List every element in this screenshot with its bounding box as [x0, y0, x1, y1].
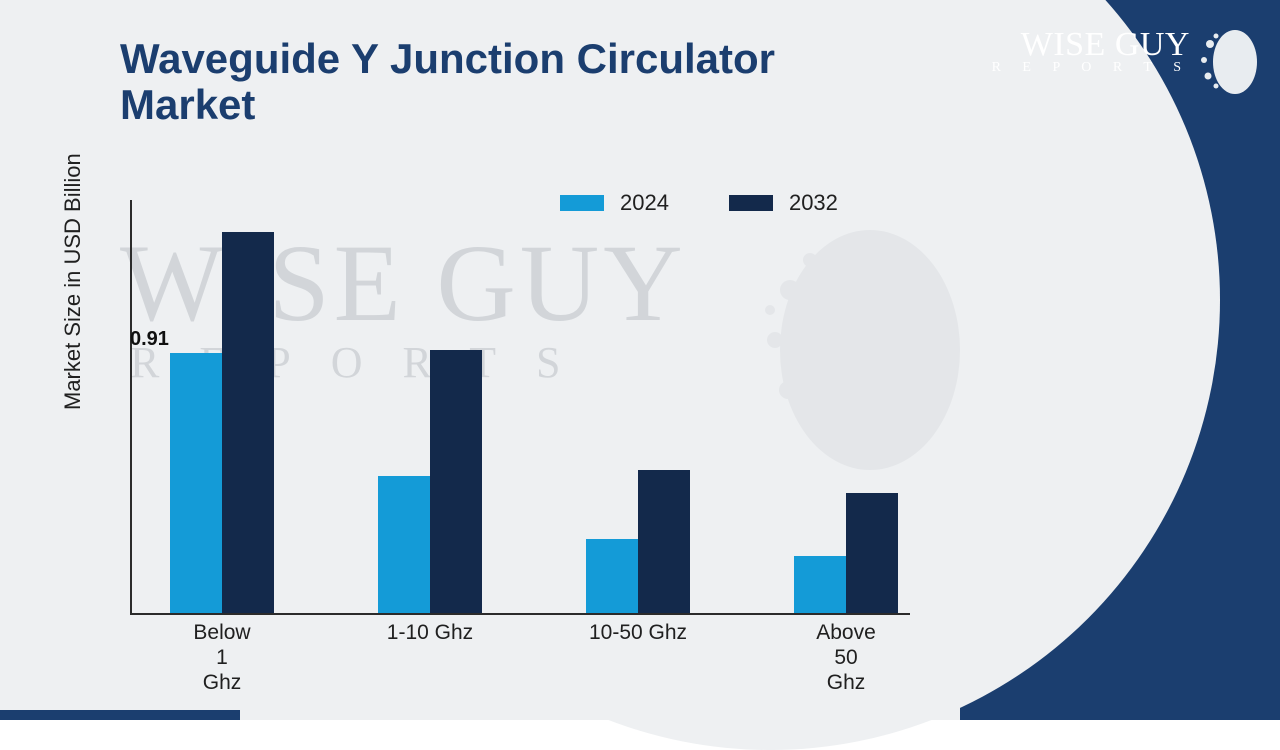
chart-canvas: WISE GUY REPORTS Waveguide Y Junction Ci…: [0, 0, 1280, 720]
brand-sub: R E P O R T S: [992, 60, 1190, 76]
y-axis: [130, 200, 132, 615]
x-tick-label: Below1Ghz: [140, 620, 304, 696]
x-tick-label: Above50Ghz: [764, 620, 928, 696]
bar: [846, 493, 898, 613]
plot-area: Below1Ghz1-10 Ghz10-50 GhzAbove50Ghz0.91: [130, 200, 910, 615]
x-tick-label: 1-10 Ghz: [348, 620, 512, 645]
brand-logo: WISE GUY R E P O R T S: [992, 26, 1250, 76]
bar: [170, 353, 222, 613]
bar: [378, 476, 430, 613]
bar: [638, 470, 690, 613]
x-axis: [130, 613, 910, 615]
bar-group: [170, 232, 274, 613]
bar-group: [794, 493, 898, 613]
y-axis-label: Market Size in USD Billion: [60, 153, 86, 410]
bar: [430, 350, 482, 613]
chart-title: Waveguide Y Junction Circulator Market: [120, 36, 780, 128]
brand-main: WISE GUY: [992, 26, 1190, 64]
bar: [222, 232, 274, 613]
bar-value-label: 0.91: [130, 328, 169, 351]
bottom-accent-bar: [0, 710, 240, 720]
bar: [794, 556, 846, 613]
bar-group: [586, 470, 690, 613]
bar-group: [378, 350, 482, 613]
x-tick-label: 10-50 Ghz: [556, 620, 720, 645]
bar: [586, 539, 638, 613]
